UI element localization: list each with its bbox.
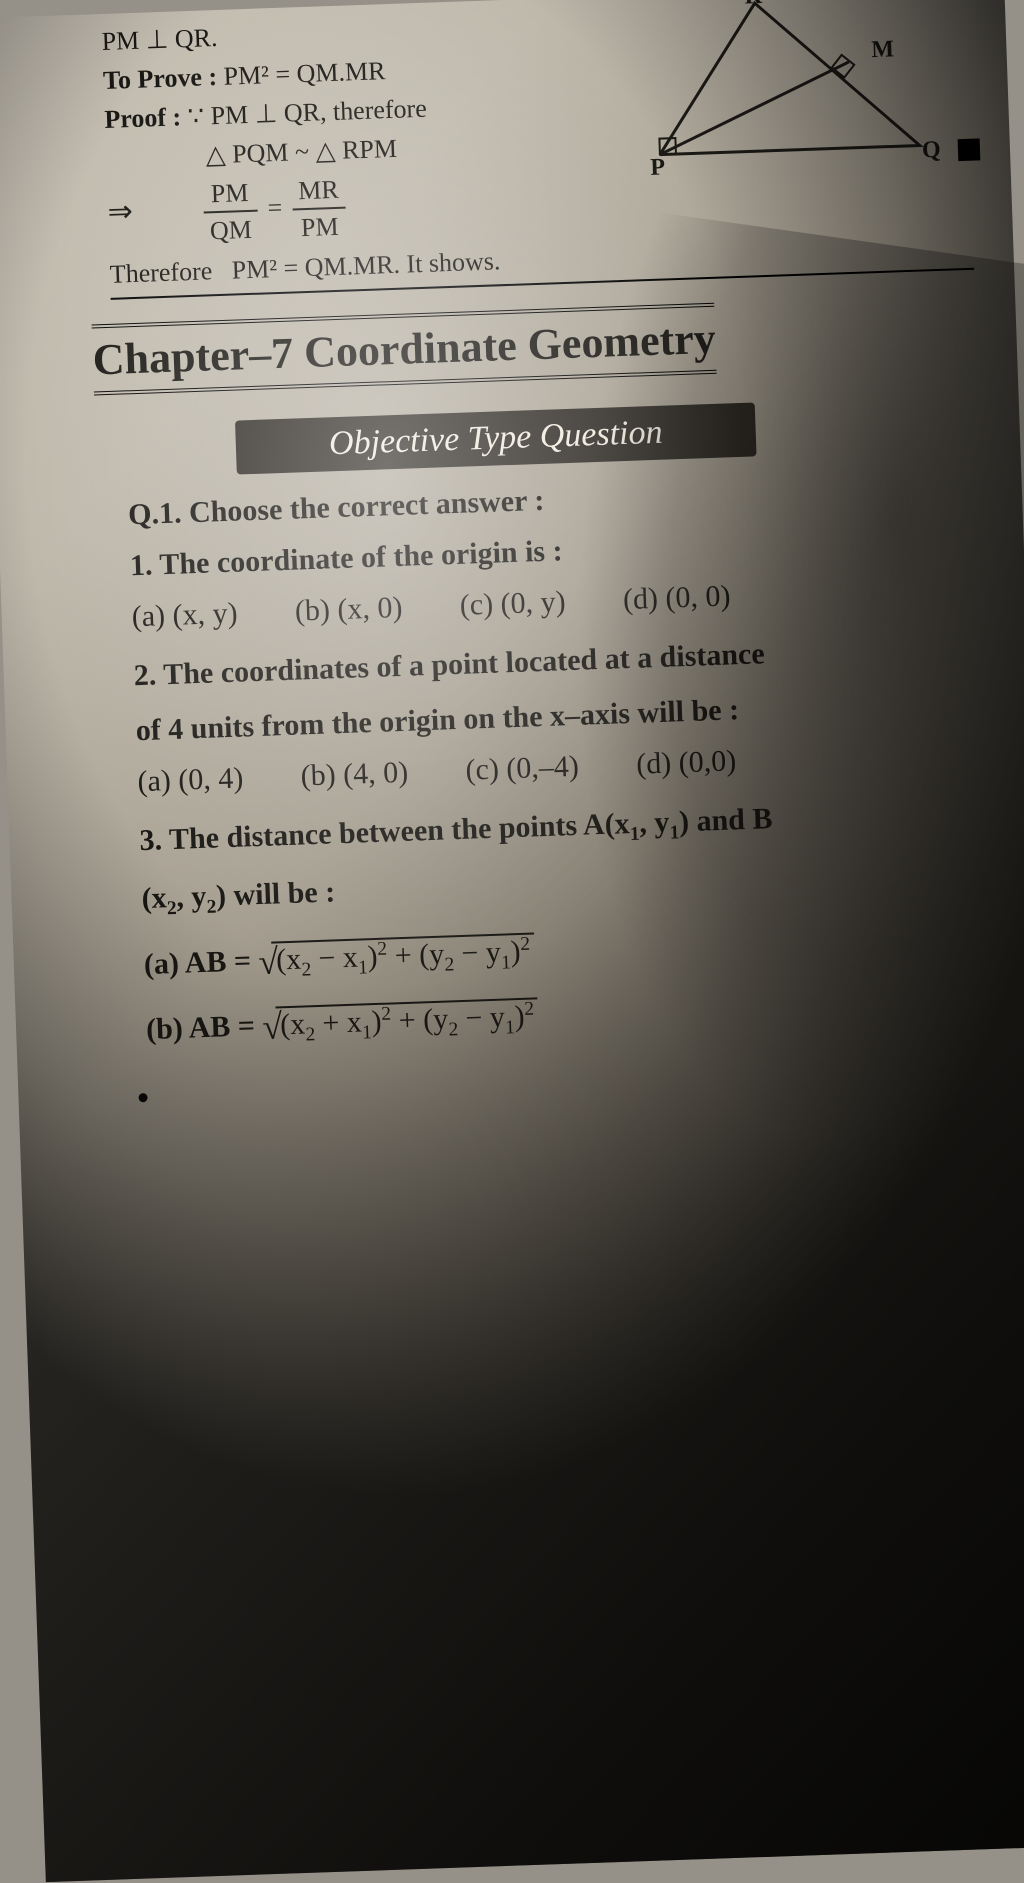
txt: 3. The distance between the points A(x xyxy=(139,807,630,857)
margin-frag: tion) xyxy=(0,106,55,135)
option-a: (a) (0, 4) xyxy=(137,762,244,800)
vertex-label: P xyxy=(650,154,666,181)
conclusion: PM² = QM.MR. It shows. xyxy=(231,246,501,284)
margin-frag: AD xyxy=(0,258,60,287)
txt: ) will be : xyxy=(216,876,336,913)
black-square-icon xyxy=(958,138,981,161)
arrow: ⇒ xyxy=(107,195,133,229)
margin-frag: mes xyxy=(0,192,58,221)
txt: , y xyxy=(639,806,670,840)
option-b: (b) (x, 0) xyxy=(294,591,403,629)
txt: (x xyxy=(141,882,167,916)
sqrt-expression: (x2 + x1)2 + (y2 − y1)2 xyxy=(261,989,539,1050)
txt: ) and B xyxy=(678,802,772,838)
objective-banner: Objective Type Question xyxy=(235,402,757,474)
margin-frag: hree xyxy=(0,162,57,191)
margin-frag: ence) xyxy=(0,46,53,75)
option-a: (a) (x, y) xyxy=(131,597,238,635)
numerator: MR xyxy=(292,172,346,211)
margin-frag: n] xyxy=(0,374,64,403)
scanned-page: ence) PCT) tion) hree mes AD n] n] °] R … xyxy=(0,0,1024,1882)
triangle-diagram: R M P Q xyxy=(634,0,940,175)
option-c: (c) (0,–4) xyxy=(465,750,579,788)
txt: , y xyxy=(176,880,207,914)
sqrt-expression: (x2 − x1)2 + (y2 − y1)2 xyxy=(258,924,536,985)
margin-frag: n] xyxy=(0,404,65,433)
chapter-title: Chapter–7 Coordinate Geometry xyxy=(92,302,717,395)
option-b: (b) (4, 0) xyxy=(300,756,409,794)
equals: = xyxy=(267,193,283,222)
fraction: MR PM xyxy=(292,172,347,246)
vertex-label: Q xyxy=(922,137,942,165)
denominator: PM xyxy=(293,209,347,246)
print-speck xyxy=(138,1093,147,1102)
left-margin-fragments: ence) PCT) tion) hree mes AD n] n] °] xyxy=(0,16,66,467)
value: PM² = QM.MR xyxy=(223,56,386,91)
label: (b) AB = xyxy=(146,1009,256,1046)
question-3-option-b: (b) AB = (x2 + x1)2 + (y2 − y1)2 xyxy=(145,973,1000,1054)
fraction: PM QM xyxy=(202,175,258,249)
therefore: Therefore xyxy=(109,256,212,289)
numerator: PM xyxy=(202,175,257,214)
label: To Prove : xyxy=(103,62,218,95)
option-d: (d) (0, 0) xyxy=(622,580,731,618)
triangle-svg xyxy=(634,0,940,175)
margin-frag: °] xyxy=(0,434,66,463)
value: ∵ PM ⊥ QR, therefore xyxy=(187,94,427,131)
option-c: (c) (0, y) xyxy=(459,585,566,623)
vertex-label: M xyxy=(871,36,895,64)
margin-frag: PCT) xyxy=(0,76,54,105)
label: (a) AB = xyxy=(143,944,251,981)
option-d: (d) (0,0) xyxy=(636,744,737,781)
denominator: QM xyxy=(203,212,258,249)
vertex-label: R xyxy=(744,0,762,11)
label: Proof : xyxy=(104,102,182,134)
